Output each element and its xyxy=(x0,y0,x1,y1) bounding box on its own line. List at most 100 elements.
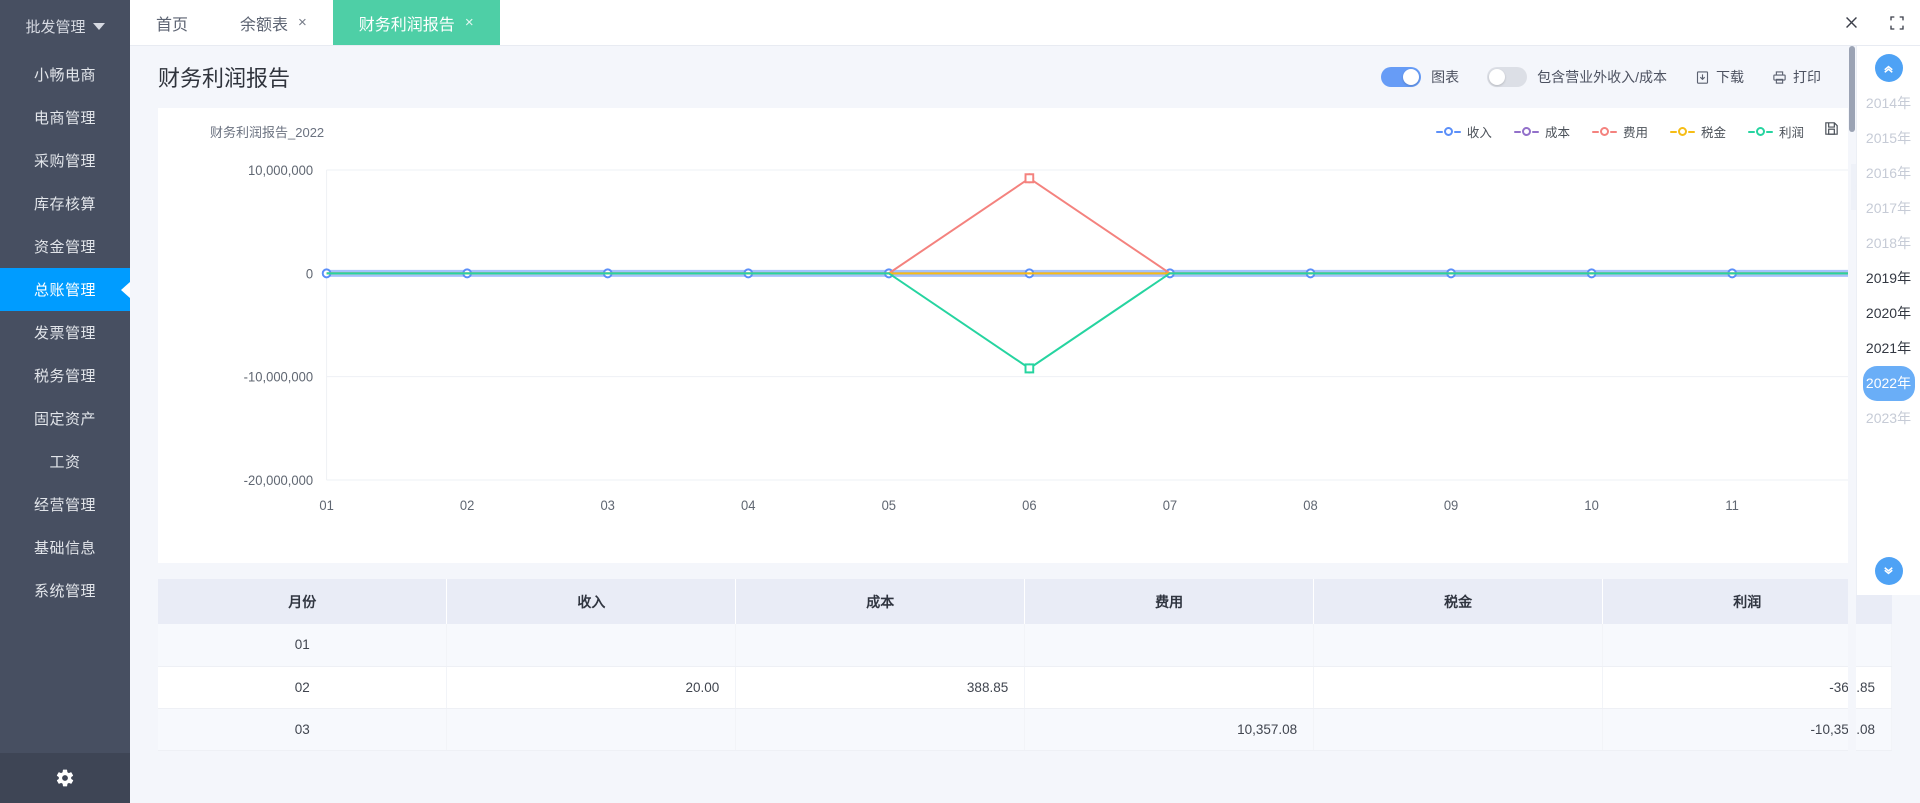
sidebar-item-2[interactable]: 采购管理 xyxy=(0,139,130,182)
year-option-2[interactable]: 2016年 xyxy=(1865,165,1912,181)
x-axis-tick-label: 04 xyxy=(741,498,755,513)
close-icon[interactable] xyxy=(1828,0,1874,46)
sidebar-item-label: 基础信息 xyxy=(33,540,96,557)
tab-label: 首页 xyxy=(156,16,189,34)
sidebar-item-5[interactable]: 总账管理 xyxy=(0,268,130,311)
download-label: 下载 xyxy=(1716,69,1744,85)
legend-label: 收入 xyxy=(1466,126,1492,140)
chart-title: 财务利润报告_2022 xyxy=(210,125,325,140)
sidebar-item-10[interactable]: 经营管理 xyxy=(0,483,130,526)
table-cell-4 xyxy=(1313,666,1604,709)
y-axis-tick-label: 0 xyxy=(306,266,313,281)
table-cell-1: 20.00 xyxy=(446,666,737,709)
tab-close-icon[interactable]: × xyxy=(464,14,474,31)
table-cell-0: 01 xyxy=(158,624,448,667)
sidebar-item-6[interactable]: 发票管理 xyxy=(0,311,130,354)
year-option-9[interactable]: 2023年 xyxy=(1865,410,1912,426)
table-header-row: 月份 收入 成本 费用 税金 利润 xyxy=(158,579,1892,624)
legend-marker-icon xyxy=(1435,127,1461,136)
tab-bar: 首页 余额表 × 财务利润报告 × xyxy=(130,0,1920,46)
table-row[interactable]: 03 10,357.08 -10,357.08 xyxy=(158,708,1892,751)
table-row[interactable]: 01 xyxy=(158,624,1892,667)
page-scrollbar[interactable] xyxy=(1848,46,1856,803)
page-title: 财务利润报告 xyxy=(158,66,291,91)
toggle-chart[interactable]: 图表 xyxy=(1381,67,1459,87)
data-point-peak[interactable] xyxy=(1024,173,1035,184)
nonoperating-toggle-switch[interactable] xyxy=(1487,67,1528,87)
toggle-knob xyxy=(1403,69,1420,85)
legend-item-4[interactable]: 利润 xyxy=(1747,122,1804,141)
download-icon xyxy=(1696,70,1709,84)
sidebar-item-0[interactable]: 小畅电商 xyxy=(0,53,130,96)
y-axis-tick-label: -20,000,000 xyxy=(244,473,313,488)
sidebar-settings-button[interactable] xyxy=(0,753,130,803)
series-line-4 xyxy=(326,272,1873,370)
save-icon[interactable] xyxy=(1823,120,1840,142)
column-header-1: 收入 xyxy=(446,579,737,624)
year-option-3[interactable]: 2017年 xyxy=(1865,200,1912,216)
fullscreen-icon[interactable] xyxy=(1874,0,1920,46)
download-button[interactable]: 下载 xyxy=(1695,67,1744,87)
year-option-7[interactable]: 2021年 xyxy=(1865,340,1912,356)
sidebar-menu: 小畅电商电商管理采购管理库存核算资金管理总账管理 发票管理税务管理固定资产 工资经营… xyxy=(0,53,130,753)
sidebar-item-label: 小畅电商 xyxy=(33,67,96,84)
table-cell-1 xyxy=(446,708,737,751)
year-scroll-up-button[interactable] xyxy=(1874,54,1903,82)
legend-item-3[interactable]: 税金 xyxy=(1669,122,1726,141)
scrollbar-thumb[interactable] xyxy=(1849,46,1855,132)
sidebar-item-7[interactable]: 税务管理 xyxy=(0,354,130,397)
sidebar-item-4[interactable]: 资金管理 xyxy=(0,225,130,268)
tab-0[interactable]: 首页 xyxy=(130,0,214,45)
year-option-4[interactable]: 2018年 xyxy=(1865,235,1912,251)
sidebar-item-1[interactable]: 电商管理 xyxy=(0,96,130,139)
header-toolbar: 图表 包含营业外收入/成本 下载 xyxy=(1381,67,1898,87)
year-option-6[interactable]: 2020年 xyxy=(1865,305,1912,321)
printer-icon xyxy=(1773,70,1786,84)
x-axis-tick-label: 09 xyxy=(1444,498,1458,513)
x-axis-tick-label: 02 xyxy=(460,498,474,513)
year-option-0[interactable]: 2014年 xyxy=(1865,95,1912,111)
legend-marker-icon xyxy=(1591,127,1617,136)
tab-1[interactable]: 余额表 × xyxy=(214,0,333,45)
legend-item-1[interactable]: 成本 xyxy=(1513,122,1570,141)
nonoperating-toggle-label: 包含营业外收入/成本 xyxy=(1537,69,1667,85)
data-point-peak[interactable] xyxy=(1024,363,1035,374)
table-cell-5: -10,357.08 xyxy=(1602,708,1892,751)
print-label: 打印 xyxy=(1793,69,1821,85)
table-cell-1 xyxy=(446,624,737,667)
x-axis-tick-label: 10 xyxy=(1584,498,1598,513)
tab-close-icon[interactable]: × xyxy=(298,14,307,31)
sidebar-module-switcher[interactable]: 批发管理 xyxy=(0,0,130,53)
sidebar-item-9[interactable]: 工资 xyxy=(0,440,130,483)
chevron-down-icon xyxy=(92,23,105,30)
sidebar-item-label: 税务管理 xyxy=(33,368,96,385)
sidebar-item-3[interactable]: 库存核算 xyxy=(0,182,130,225)
sidebar-item-label: 采购管理 xyxy=(33,153,96,170)
year-scroll-down-button[interactable] xyxy=(1874,557,1903,585)
sidebar-item-label: 经营管理 xyxy=(33,497,96,514)
x-axis-tick-label: 11 xyxy=(1725,498,1739,513)
year-option-8[interactable]: 2022年 xyxy=(1862,366,1915,401)
main-area: 首页 余额表 × 财务利润报告 × 财务利润报告 图表 xyxy=(130,0,1920,803)
active-indicator-icon xyxy=(121,281,130,298)
sidebar-item-label: 资金管理 xyxy=(33,239,96,256)
sidebar-item-8[interactable]: 固定资产 xyxy=(0,397,130,440)
sidebar-item-11[interactable]: 基础信息 xyxy=(0,526,130,569)
toggle-nonoperating[interactable]: 包含营业外收入/成本 xyxy=(1487,67,1667,87)
legend-marker-icon xyxy=(1669,127,1695,136)
chevron-up-icon xyxy=(1884,65,1893,73)
legend-item-2[interactable]: 费用 xyxy=(1591,122,1648,141)
chart-toggle-switch[interactable] xyxy=(1381,67,1422,87)
print-button[interactable]: 打印 xyxy=(1772,67,1821,87)
tab-label: 余额表 xyxy=(240,16,289,34)
content-area: 财务利润报告 图表 包含营业外收入/成本 下载 xyxy=(130,46,1920,803)
sidebar-item-12[interactable]: 系统管理 xyxy=(0,569,130,612)
year-option-1[interactable]: 2015年 xyxy=(1865,130,1912,146)
column-header-5: 利润 xyxy=(1602,579,1892,624)
sidebar-item-label: 库存核算 xyxy=(33,196,96,213)
legend-item-0[interactable]: 收入 xyxy=(1435,122,1492,141)
year-option-5[interactable]: 2019年 xyxy=(1865,270,1912,286)
column-header-4: 税金 xyxy=(1313,579,1604,624)
tab-2[interactable]: 财务利润报告 × xyxy=(332,0,500,45)
